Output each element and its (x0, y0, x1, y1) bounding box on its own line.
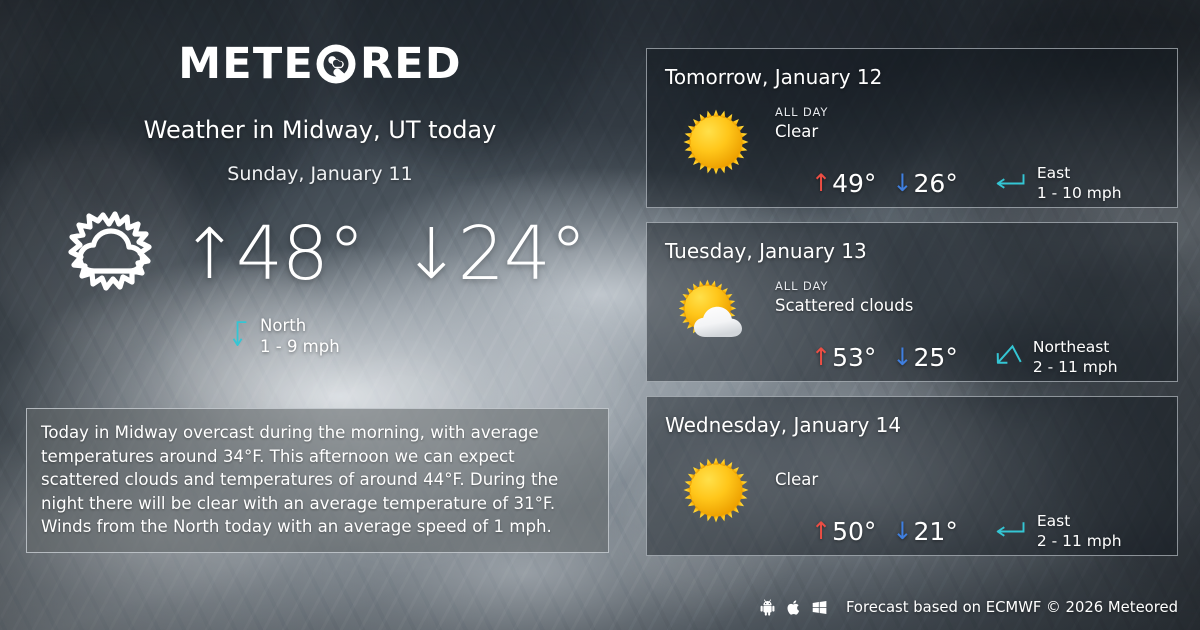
temp-down-arrow-icon: ↓ (892, 517, 913, 546)
forecast-condition: Clear (775, 470, 819, 489)
forecast-wind-speed: 1 - 10 mph (1036, 184, 1122, 203)
logo-text-right: RED (359, 38, 462, 89)
page-title: Weather in Midway, UT today (143, 116, 497, 144)
forecast-max-temperature: ↑ 53° (811, 343, 876, 372)
forecast-card-body: ALL DAY Scattered clouds ↑ 53° ↓ 25° (665, 277, 1159, 377)
today-wind-direction: North (260, 316, 307, 335)
sun-behind-cloud-icon (678, 279, 753, 353)
forecast-min-value: 26° (913, 168, 958, 198)
forecast-min-temperature: ↓ 21° (892, 517, 957, 546)
forecast-period-label: ALL DAY (775, 279, 829, 293)
forecast-condition: Clear (775, 122, 819, 141)
forecast-wind: East 1 - 10 mph (994, 163, 1122, 203)
forecast-card-title: Tomorrow, January 12 (665, 65, 883, 89)
forecast-max-value: 53° (832, 342, 877, 372)
forecast-card-body: ALL DAY Clear ↑ 49° ↓ 26° (665, 103, 1159, 203)
footer-attribution: Forecast based on ECMWF © 2026 Meteored (845, 599, 1178, 616)
today-wind: North 1 - 9 mph (0, 315, 640, 358)
forecast-min-value: 25° (913, 342, 958, 372)
forecast-condition: Scattered clouds (775, 296, 914, 315)
forecast-period-label: ALL DAY (775, 105, 829, 119)
forecast-card-body: Clear ↑ 50° ↓ 21° (665, 451, 1159, 551)
forecast-wind-direction: Northeast (1032, 338, 1110, 356)
sun-behind-cloud-outline-icon (54, 202, 174, 306)
current-date: Sunday, January 11 (227, 163, 413, 185)
today-wind-speed: 1 - 9 mph (260, 337, 340, 357)
forecast-min-temperature: ↓ 26° (892, 169, 957, 198)
wind-direction-east-icon (994, 171, 1028, 195)
forecast-max-temperature: ↑ 50° (811, 517, 876, 546)
weather-description: Today in Midway overcast during the morn… (26, 408, 609, 553)
forecast-panel: Tomorrow, January 12 (640, 0, 1200, 630)
temp-up-arrow-icon: ↑ (811, 343, 832, 372)
forecast-wind-direction: East (1036, 164, 1071, 182)
wind-direction-northeast-icon (994, 342, 1024, 372)
today-max-value: 48° (235, 211, 365, 297)
today-min-value: 24° (457, 211, 587, 297)
temp-up-arrow-icon: ↑ (811, 169, 832, 198)
forecast-wind-text: East 1 - 10 mph (1037, 163, 1122, 203)
temp-down-arrow-icon: ↓ (892, 169, 913, 198)
meteored-cloud-sun-logo-icon (314, 43, 359, 87)
forecast-wind-text: Northeast 2 - 11 mph (1033, 337, 1118, 377)
forecast-max-temperature: ↑ 49° (811, 169, 876, 198)
forecast-min-temperature: ↓ 25° (892, 343, 957, 372)
today-max-temperature: ↑ 48° (180, 211, 365, 297)
forecast-card[interactable]: Tuesday, January 13 (646, 222, 1178, 382)
today-summary: ↑ 48° ↓ 24° (0, 199, 640, 309)
forecast-wind-speed: 2 - 11 mph (1036, 532, 1122, 551)
forecast-card-title: Wednesday, January 14 (665, 413, 902, 437)
meteored-logo[interactable]: METE (0, 40, 640, 88)
windows-icon[interactable] (811, 599, 828, 616)
wind-direction-east-icon (994, 519, 1028, 543)
forecast-wind-direction: East (1036, 512, 1071, 530)
today-min-temperature: ↓ 24° (402, 211, 587, 297)
forecast-wind: Northeast 2 - 11 mph (994, 337, 1118, 377)
sun-icon (679, 105, 753, 179)
forecast-card-title: Tuesday, January 13 (665, 239, 867, 263)
sun-icon (679, 453, 753, 527)
temp-down-arrow-icon: ↓ (402, 213, 461, 295)
forecast-card-info: ALL DAY Scattered clouds ↑ 53° ↓ 25° (775, 277, 1159, 377)
logo-text-left: METE (178, 38, 314, 89)
forecast-temperatures: ↑ 50° ↓ 21° (811, 511, 1159, 551)
forecast-card-info: ALL DAY Clear ↑ 49° ↓ 26° (775, 103, 1159, 203)
forecast-wind: East 2 - 11 mph (994, 511, 1122, 551)
android-icon[interactable] (759, 599, 776, 616)
forecast-temperatures: ↑ 53° ↓ 25° (811, 337, 1159, 377)
forecast-temperatures: ↑ 49° ↓ 26° (811, 163, 1159, 203)
temp-up-arrow-icon: ↑ (180, 213, 239, 295)
forecast-wind-text: East 2 - 11 mph (1037, 511, 1122, 551)
forecast-min-value: 21° (913, 516, 958, 546)
apple-icon[interactable] (785, 599, 802, 616)
forecast-max-value: 49° (832, 168, 877, 198)
wind-direction-north-icon (232, 317, 251, 355)
temp-down-arrow-icon: ↓ (892, 343, 913, 372)
forecast-card-list: Tomorrow, January 12 (646, 48, 1178, 556)
today-panel: METE (0, 40, 640, 553)
forecast-card-info: Clear ↑ 50° ↓ 21° (775, 451, 1159, 551)
today-wind-text: North 1 - 9 mph (260, 315, 340, 358)
footer: Forecast based on ECMWF © 2026 Meteored (759, 599, 1178, 616)
temp-up-arrow-icon: ↑ (811, 517, 832, 546)
forecast-max-value: 50° (832, 516, 877, 546)
forecast-wind-speed: 2 - 11 mph (1032, 358, 1118, 377)
forecast-card[interactable]: Wednesday, January 14 (646, 396, 1178, 556)
forecast-card[interactable]: Tomorrow, January 12 (646, 48, 1178, 208)
